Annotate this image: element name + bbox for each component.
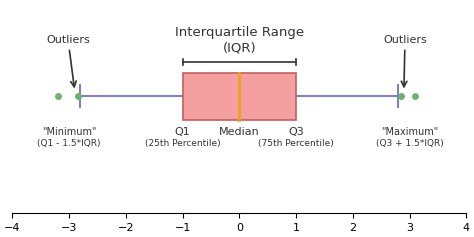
Text: "Minimum": "Minimum" — [42, 127, 96, 137]
Text: (Q3 + 1.5*IQR): (Q3 + 1.5*IQR) — [376, 139, 443, 148]
Text: Median: Median — [219, 127, 260, 137]
Text: (75th Percentile): (75th Percentile) — [258, 139, 334, 148]
Text: (25th Percentile): (25th Percentile) — [145, 139, 220, 148]
Text: Q3: Q3 — [288, 127, 304, 137]
Text: Outliers: Outliers — [383, 35, 427, 87]
Bar — [182, 73, 296, 120]
Text: Interquartile Range
(IQR): Interquartile Range (IQR) — [175, 26, 304, 55]
Text: (Q1 - 1.5*IQR): (Q1 - 1.5*IQR) — [37, 139, 101, 148]
Text: Outliers: Outliers — [46, 35, 90, 87]
Text: Q1: Q1 — [175, 127, 191, 137]
Text: "Maximum": "Maximum" — [381, 127, 438, 137]
